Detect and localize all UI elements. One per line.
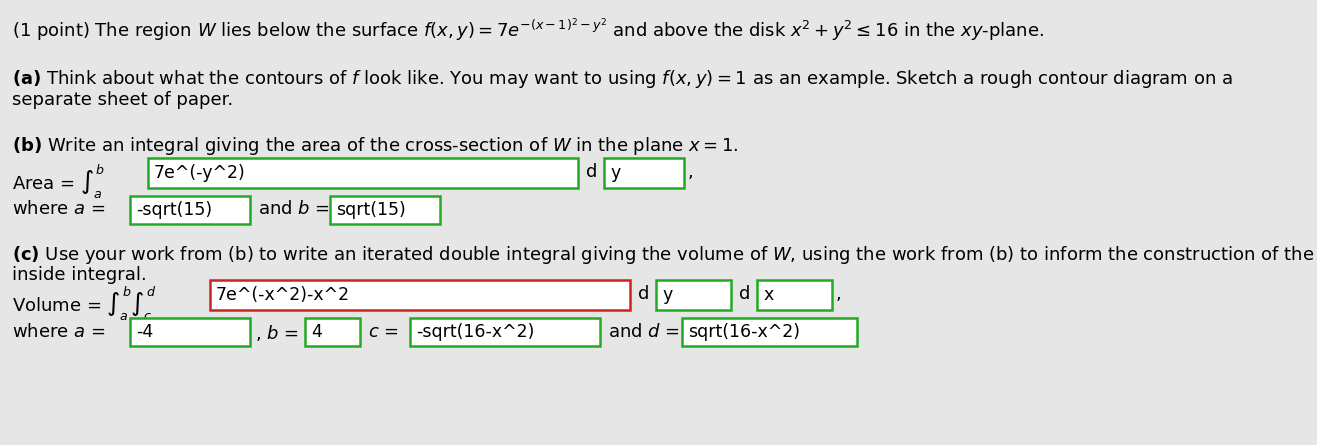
Text: ,: ,	[836, 285, 842, 303]
Bar	[331, 196, 440, 224]
Bar	[130, 196, 250, 224]
Text: sqrt(15): sqrt(15)	[336, 201, 406, 219]
Bar	[306, 318, 360, 346]
Text: d: d	[739, 285, 751, 303]
Text: y: y	[610, 164, 620, 182]
Text: (1 point) The region $W$ lies below the surface $f(x,y) = 7e^{-(x-1)^2-y^2}$ and: (1 point) The region $W$ lies below the …	[12, 16, 1044, 44]
Text: separate sheet of paper.: separate sheet of paper.	[12, 91, 233, 109]
Text: and $d$ =: and $d$ =	[608, 323, 680, 341]
Bar	[656, 280, 731, 310]
Text: ,: ,	[687, 163, 694, 181]
Text: d: d	[586, 163, 598, 181]
Text: and $b$ =: and $b$ =	[258, 200, 329, 218]
Text: -4: -4	[136, 323, 153, 341]
Text: 7e^(-x^2)-x^2: 7e^(-x^2)-x^2	[216, 286, 350, 304]
Text: $\mathbf{(c)}$ Use your work from (b) to write an iterated double integral givin: $\mathbf{(c)}$ Use your work from (b) to…	[12, 244, 1314, 266]
Bar	[209, 280, 630, 310]
Text: where $a$ =: where $a$ =	[12, 323, 105, 341]
Text: $\mathbf{(b)}$ Write an integral giving the area of the cross-section of $W$ in : $\mathbf{(b)}$ Write an integral giving …	[12, 135, 739, 157]
Text: Area = $\int_a^b$: Area = $\int_a^b$	[12, 163, 105, 201]
Text: Volume = $\int_a^b \int_c^d$: Volume = $\int_a^b \int_c^d$	[12, 285, 157, 323]
Bar	[130, 318, 250, 346]
Text: -sqrt(16-x^2): -sqrt(16-x^2)	[416, 323, 535, 341]
Bar	[682, 318, 857, 346]
Bar	[757, 280, 832, 310]
Text: d: d	[637, 285, 649, 303]
Text: sqrt(16-x^2): sqrt(16-x^2)	[687, 323, 799, 341]
Bar	[148, 158, 578, 188]
Text: where $a$ =: where $a$ =	[12, 200, 105, 218]
Text: $c$ =: $c$ =	[367, 323, 399, 341]
Text: $\mathbf{(a)}$ Think about what the contours of $f$ look like. You may want to u: $\mathbf{(a)}$ Think about what the cont…	[12, 68, 1233, 90]
Text: x: x	[763, 286, 773, 304]
Text: , $b$ =: , $b$ =	[255, 323, 299, 343]
Bar	[410, 318, 601, 346]
Bar	[605, 158, 684, 188]
Text: y: y	[662, 286, 672, 304]
Text: 4: 4	[311, 323, 321, 341]
Text: inside integral.: inside integral.	[12, 266, 146, 284]
Text: -sqrt(15): -sqrt(15)	[136, 201, 212, 219]
Text: 7e^(-y^2): 7e^(-y^2)	[154, 164, 246, 182]
